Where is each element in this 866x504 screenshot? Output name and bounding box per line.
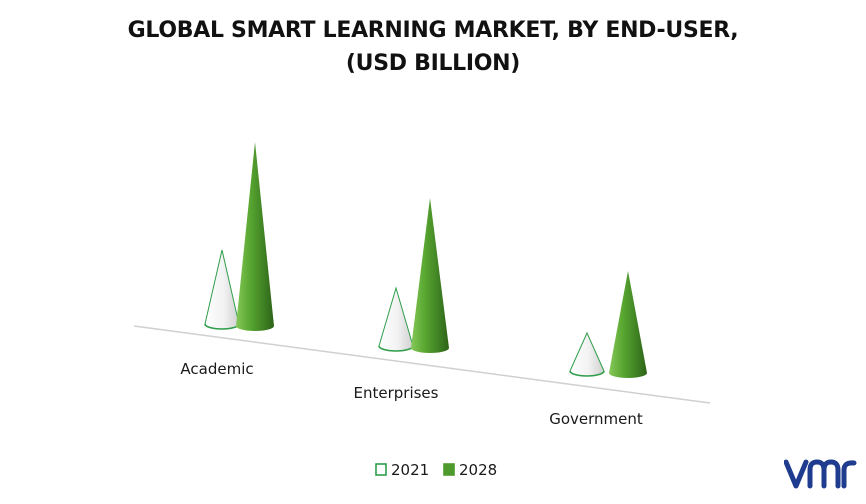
cone-2021-government: [569, 331, 605, 377]
legend-label-2028: 2028: [459, 461, 497, 479]
cone-series-group: [204, 142, 647, 378]
category-label-enterprises: Enterprises: [354, 384, 439, 402]
chart-title: GLOBAL SMART LEARNING MARKET, BY END-USE…: [0, 14, 866, 80]
chart-title-line-2: (USD BILLION): [345, 51, 521, 76]
cone-2021-enterprises: [378, 286, 414, 352]
chart-title-line-1: GLOBAL SMART LEARNING MARKET, BY END-USE…: [127, 18, 739, 43]
legend: 2021 2028: [375, 461, 497, 479]
cone-2028-enterprises: [411, 198, 449, 353]
chart-floor-line: [133, 325, 711, 404]
category-label-academic: Academic: [180, 360, 253, 378]
category-label-group: Academic Enterprises Government: [180, 360, 642, 428]
vmr-logo-icon: [784, 459, 857, 489]
cone-2021-academic: [204, 249, 240, 330]
legend-swatch-2028: [443, 463, 455, 476]
floor-line: [133, 325, 711, 404]
legend-swatch-2021: [375, 463, 387, 476]
legend-label-2021: 2021: [391, 461, 429, 479]
cone-2028-academic: [236, 142, 274, 331]
cone-2028-government: [609, 271, 647, 378]
category-label-government: Government: [549, 410, 643, 428]
